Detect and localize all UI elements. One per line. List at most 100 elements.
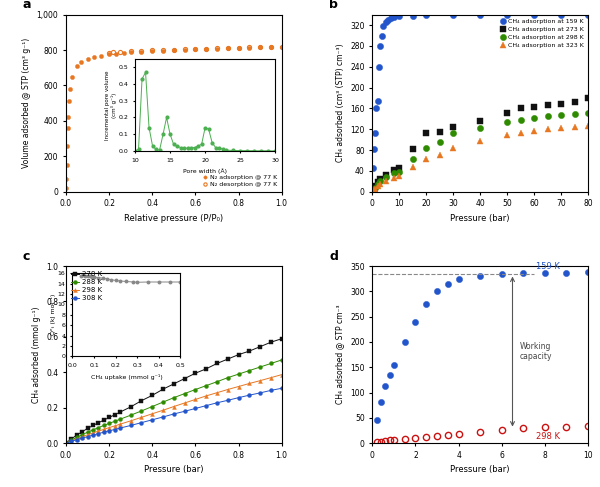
CH₄ adsorption at 298 K [409, 156, 416, 162]
298 K [95, 428, 102, 434]
298 K [149, 411, 156, 417]
N₂ desorption @ 77 K [110, 49, 117, 55]
278 K [170, 381, 178, 387]
298 K [257, 378, 264, 384]
N₂ adsorption @ 77 K [246, 45, 253, 51]
298 K [181, 400, 188, 406]
N₂ desorption @ 77 K [106, 50, 113, 56]
298 K [127, 418, 134, 424]
CH₄ adsorption at 298 K [374, 182, 381, 187]
Y-axis label: CH₄ adsorbed (mmol g⁻¹): CH₄ adsorbed (mmol g⁻¹) [32, 306, 41, 403]
308 K [73, 437, 80, 443]
288 K [73, 434, 80, 440]
308 K [100, 429, 107, 435]
N₂ adsorption @ 77 K [65, 98, 73, 104]
308 K [84, 434, 91, 440]
288 K [181, 391, 188, 396]
278 K [95, 420, 102, 426]
N₂ adsorption @ 77 K [84, 56, 91, 62]
CH₄ adsorption at 273 K [571, 99, 578, 105]
278 K [62, 440, 70, 446]
CH₄ adsorption at 159 K [379, 23, 386, 29]
308 K [116, 425, 124, 431]
CH₄ adsorption at 159 K [422, 12, 430, 18]
CH₄ adsorption at 323 K [371, 186, 379, 191]
CH₄ adsorption at 298 K [382, 174, 389, 180]
CH₄ adsorption at 298 K [370, 187, 377, 192]
Line: CH₄ adsorption at 159 K: CH₄ adsorption at 159 K [370, 12, 591, 171]
N₂ adsorption @ 77 K [63, 162, 70, 168]
CH₄ adsorption at 159 K [584, 12, 592, 18]
CH₄ adsorption at 298 K [544, 112, 551, 118]
N₂ adsorption @ 77 K [91, 54, 98, 60]
298 K [79, 434, 86, 440]
298 K [278, 372, 286, 377]
N₂ desorption @ 77 K [257, 44, 264, 50]
CH₄ adsorption at 323 K [370, 187, 377, 193]
288 K [235, 371, 242, 377]
Line: CH₄ adsorption at 273 K: CH₄ adsorption at 273 K [370, 95, 591, 194]
N₂ adsorption @ 77 K [62, 176, 70, 182]
CH₄ adsorption at 159 K [449, 12, 457, 18]
N₂ desorption @ 77 K [203, 46, 210, 52]
N₂ desorption @ 77 K [278, 44, 286, 50]
CH₄ adsorption at 323 K [395, 173, 403, 179]
288 K [192, 387, 199, 393]
CH₄ adsorption at 159 K [374, 97, 381, 103]
CH₄ adsorption at 159 K [376, 64, 383, 70]
CH₄ adsorption at 298 K [369, 187, 376, 193]
CH₄ adsorption at 159 K [378, 33, 385, 39]
278 K [106, 414, 113, 420]
CH₄ adsorption at 298 K [530, 115, 538, 121]
CH₄ adsorption at 273 K [436, 129, 443, 135]
CH₄ adsorption at 323 K [409, 164, 416, 170]
CH₄ adsorption at 273 K [503, 110, 511, 115]
CH₄ adsorption at 159 K [390, 14, 397, 20]
CH₄ adsorption at 323 K [517, 130, 524, 136]
278 K [73, 432, 80, 438]
308 K [62, 440, 70, 446]
288 K [111, 418, 118, 424]
298 K [192, 396, 199, 402]
Line: 278 K: 278 K [64, 337, 284, 445]
278 K [127, 404, 134, 410]
CH₄ adsorption at 273 K [530, 104, 538, 110]
288 K [278, 357, 286, 363]
N₂ adsorption @ 77 K [181, 47, 188, 53]
N₂ desorption @ 77 K [181, 46, 188, 52]
298 K [111, 423, 118, 429]
CH₄ adsorption at 273 K [395, 166, 403, 171]
CH₄ adsorption at 273 K [557, 101, 565, 107]
CH₄ adsorption at 159 K [377, 43, 384, 49]
N₂ desorption @ 77 K [235, 45, 242, 51]
N₂ desorption @ 77 K [149, 47, 156, 53]
308 K [192, 406, 199, 412]
298 K [100, 427, 107, 432]
CH₄ adsorption at 159 K [382, 19, 389, 25]
CH₄ adsorption at 323 K [544, 126, 551, 132]
298 K [170, 404, 178, 410]
N₂ adsorption @ 77 K [160, 48, 167, 54]
CH₄ adsorption at 323 K [422, 156, 430, 162]
N₂ adsorption @ 77 K [257, 44, 264, 50]
288 K [246, 368, 253, 374]
CH₄ adsorption at 273 K [390, 167, 397, 173]
278 K [160, 386, 167, 392]
CH₄ adsorption at 323 K [530, 129, 538, 134]
308 K [181, 409, 188, 414]
278 K [149, 393, 156, 398]
CH₄ adsorption at 273 K [449, 124, 457, 130]
Text: d: d [329, 249, 338, 262]
288 K [95, 425, 102, 431]
288 K [257, 364, 264, 370]
308 K [268, 388, 275, 393]
278 K [116, 409, 124, 415]
308 K [68, 438, 75, 444]
CH₄ adsorption at 323 K [374, 183, 381, 189]
CH₄ adsorption at 159 K [409, 13, 416, 19]
308 K [278, 385, 286, 391]
Line: CH₄ adsorption at 323 K: CH₄ adsorption at 323 K [370, 123, 591, 194]
CH₄ adsorption at 298 K [517, 117, 524, 123]
N₂ adsorption @ 77 K [62, 185, 70, 191]
CH₄ adsorption at 298 K [436, 139, 443, 145]
